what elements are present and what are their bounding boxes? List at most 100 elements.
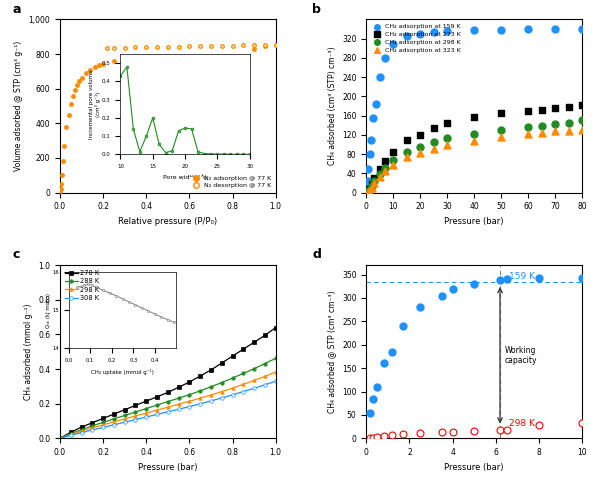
Point <box>372 433 382 441</box>
308 K <box>78 430 85 435</box>
X-axis label: Pressure (bar): Pressure (bar) <box>445 463 504 471</box>
CH₄ adsorption at 298 K <box>367 183 376 190</box>
CH₄ adsorption at 273 K <box>442 119 452 127</box>
278 K <box>218 360 226 366</box>
CH₄ adsorption at 323 K <box>537 129 547 137</box>
Text: d: d <box>313 248 321 262</box>
288 K <box>251 366 258 372</box>
308 K <box>208 398 215 404</box>
CH₄ adsorption at 323 K <box>380 168 390 175</box>
298 K <box>89 425 96 431</box>
CH₄ adsorption at 159 K <box>380 54 390 62</box>
CH₄ adsorption at 159 K <box>362 187 371 195</box>
Point <box>534 421 544 429</box>
Point <box>469 428 479 435</box>
Point <box>398 430 408 438</box>
CH₄ adsorption at 273 K <box>415 131 425 139</box>
Point <box>388 348 397 356</box>
288 K <box>186 392 193 397</box>
Point <box>534 275 544 282</box>
308 K <box>154 412 161 417</box>
278 K <box>143 398 150 404</box>
Point <box>379 432 388 440</box>
288 K <box>110 416 118 422</box>
CH₄ adsorption at 273 K <box>564 103 574 111</box>
308 K <box>56 435 64 441</box>
288 K <box>240 371 247 376</box>
CH₄ adsorption at 159 K <box>429 29 439 37</box>
CH₄ adsorption at 323 K <box>375 173 385 181</box>
298 K <box>78 428 85 434</box>
Text: 159 K: 159 K <box>509 272 535 281</box>
Point <box>368 394 377 402</box>
308 K <box>89 427 96 433</box>
CH₄ adsorption at 159 K <box>388 39 398 47</box>
Point <box>368 434 377 442</box>
CH₄ adsorption at 323 K <box>367 184 376 192</box>
298 K <box>56 435 64 441</box>
Point <box>469 280 479 288</box>
CH₄ adsorption at 298 K <box>375 170 385 178</box>
Legend: CH₄ adsorption at 159 K, CH₄ adsorption at 273 K, CH₄ adsorption at 298 K, CH₄ a: CH₄ adsorption at 159 K, CH₄ adsorption … <box>370 22 462 54</box>
CH₄ adsorption at 159 K <box>362 184 372 192</box>
298 K <box>164 404 172 410</box>
CH₄ adsorption at 323 K <box>496 133 506 141</box>
Text: b: b <box>313 2 321 16</box>
Point <box>448 285 457 293</box>
288 K <box>132 409 139 415</box>
CH₄ adsorption at 323 K <box>577 126 587 134</box>
CH₄ adsorption at 298 K <box>388 156 398 164</box>
Y-axis label: Volume adsorbed @ STP (cm³ g⁻¹): Volume adsorbed @ STP (cm³ g⁻¹) <box>14 41 23 171</box>
Point <box>502 275 511 283</box>
278 K <box>89 420 96 426</box>
CH₄ adsorption at 273 K <box>380 157 390 165</box>
Point <box>448 428 457 436</box>
Point <box>437 292 446 300</box>
CH₄ adsorption at 298 K <box>402 148 412 155</box>
CH₄ adsorption at 273 K <box>367 180 376 188</box>
Point <box>398 322 408 330</box>
308 K <box>100 425 107 431</box>
288 K <box>154 402 161 408</box>
278 K <box>110 411 118 417</box>
Point <box>415 429 425 437</box>
Point <box>495 427 505 434</box>
288 K <box>164 399 172 405</box>
CH₄ adsorption at 273 K <box>370 174 379 182</box>
CH₄ adsorption at 273 K <box>469 112 479 120</box>
298 K <box>175 401 182 407</box>
Line: 308 K: 308 K <box>58 379 277 440</box>
Point <box>415 303 425 311</box>
CH₄ adsorption at 323 K <box>523 130 533 138</box>
CH₄ adsorption at 159 K <box>368 114 378 122</box>
288 K <box>197 388 204 394</box>
298 K <box>240 381 247 387</box>
X-axis label: Pressure (bar): Pressure (bar) <box>138 463 197 471</box>
CH₄ adsorption at 323 K <box>550 128 560 135</box>
308 K <box>110 422 118 428</box>
CH₄ adsorption at 273 K <box>537 106 547 114</box>
CH₄ adsorption at 323 K <box>363 188 373 196</box>
CH₄ adsorption at 159 K <box>365 150 374 158</box>
Legend: 278 K, 288 K, 298 K, 308 K: 278 K, 288 K, 298 K, 308 K <box>64 268 100 302</box>
278 K <box>67 430 74 435</box>
Point <box>495 276 505 284</box>
278 K <box>175 384 182 390</box>
Line: 278 K: 278 K <box>58 326 277 440</box>
288 K <box>100 419 107 425</box>
CH₄ adsorption at 273 K <box>429 124 439 131</box>
288 K <box>121 412 128 418</box>
278 K <box>186 379 193 385</box>
CH₄ adsorption at 159 K <box>367 136 376 144</box>
Point <box>379 359 388 367</box>
298 K <box>186 398 193 404</box>
288 K <box>262 360 269 366</box>
CH₄ adsorption at 298 K <box>363 187 373 195</box>
CH₄ adsorption at 298 K <box>380 164 390 171</box>
298 K <box>272 369 280 375</box>
CH₄ adsorption at 159 K <box>442 27 452 35</box>
278 K <box>154 394 161 400</box>
CH₄ adsorption at 273 K <box>364 185 374 193</box>
CH₄ adsorption at 298 K <box>415 143 425 151</box>
278 K <box>78 424 85 430</box>
